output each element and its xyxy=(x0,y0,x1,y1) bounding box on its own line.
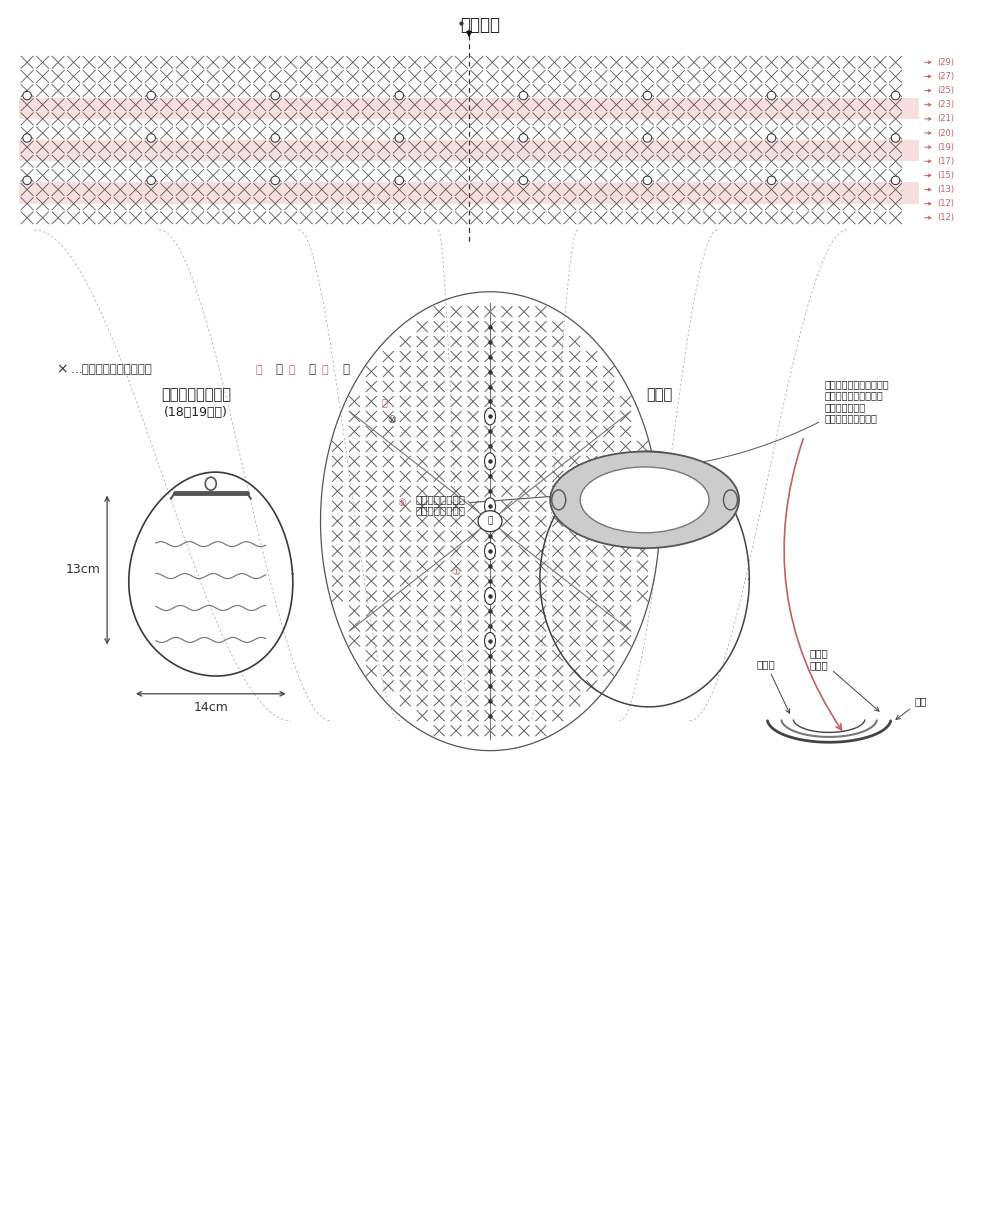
Ellipse shape xyxy=(395,177,404,185)
Ellipse shape xyxy=(485,407,496,424)
Ellipse shape xyxy=(147,92,155,100)
Ellipse shape xyxy=(271,92,279,100)
Text: ×: × xyxy=(56,363,68,376)
Ellipse shape xyxy=(485,453,496,470)
Text: (15): (15) xyxy=(937,170,954,180)
Ellipse shape xyxy=(891,134,900,143)
Text: (17): (17) xyxy=(937,157,954,166)
Text: 口金の溝にボンドを塗り
編み地の端を差し込む
（溝のすきまに
紙ひもを差し込む）: 口金の溝にボンドを塗り 編み地の端を差し込む （溝のすきまに 紙ひもを差し込む） xyxy=(691,378,889,465)
Text: ⑮: ⑮ xyxy=(256,365,262,375)
Ellipse shape xyxy=(23,177,31,185)
Ellipse shape xyxy=(395,92,404,100)
Ellipse shape xyxy=(767,134,776,143)
Ellipse shape xyxy=(891,92,900,100)
Bar xyxy=(19,98,919,118)
Text: 口金: 口金 xyxy=(896,695,927,719)
Ellipse shape xyxy=(643,92,652,100)
Text: (27): (27) xyxy=(937,73,954,81)
Text: (13): (13) xyxy=(937,185,954,193)
Ellipse shape xyxy=(580,467,709,533)
Text: でき上がりサイズ: でき上がりサイズ xyxy=(161,387,231,403)
Text: ）: ） xyxy=(342,363,349,376)
Ellipse shape xyxy=(891,177,900,185)
Text: ①: ① xyxy=(452,567,460,577)
Ellipse shape xyxy=(23,92,31,100)
Ellipse shape xyxy=(643,134,652,143)
Text: 紙ひも: 紙ひも xyxy=(757,659,790,713)
Ellipse shape xyxy=(643,177,652,185)
Bar xyxy=(19,140,919,161)
Text: ・: ・ xyxy=(276,363,283,376)
Ellipse shape xyxy=(147,177,155,185)
Ellipse shape xyxy=(519,134,528,143)
Ellipse shape xyxy=(271,134,279,143)
Ellipse shape xyxy=(767,177,776,185)
Text: 編み地
（裏）: 編み地 （裏） xyxy=(810,648,879,711)
Ellipse shape xyxy=(519,92,528,100)
Ellipse shape xyxy=(478,510,502,532)
Text: (21): (21) xyxy=(937,115,954,123)
Ellipse shape xyxy=(485,543,496,560)
Text: (19): (19) xyxy=(937,143,954,151)
Text: (20): (20) xyxy=(937,128,954,138)
Bar xyxy=(19,183,919,203)
Text: ㉓: ㉓ xyxy=(321,365,328,375)
Text: (18・19共通): (18・19共通) xyxy=(164,406,228,420)
Text: 模様編み: 模様編み xyxy=(460,17,500,34)
Text: 口金の端４ケ所を
ペンチで押さえる: 口金の端４ケ所を ペンチで押さえる xyxy=(415,493,568,516)
Ellipse shape xyxy=(147,134,155,143)
Text: わ: わ xyxy=(487,516,493,526)
Text: (12): (12) xyxy=(937,213,954,222)
Text: ・: ・ xyxy=(309,363,316,376)
Ellipse shape xyxy=(519,177,528,185)
Text: まとめ: まとめ xyxy=(646,387,673,403)
Ellipse shape xyxy=(395,134,404,143)
Text: ⑤: ⑤ xyxy=(397,498,406,508)
Text: (12): (12) xyxy=(937,199,954,208)
Ellipse shape xyxy=(271,177,279,185)
Text: (23): (23) xyxy=(937,100,954,109)
Text: 14cm: 14cm xyxy=(193,701,228,715)
Text: (25): (25) xyxy=(937,86,954,96)
Ellipse shape xyxy=(485,588,496,604)
Ellipse shape xyxy=(550,452,739,548)
Text: ⑪: ⑪ xyxy=(382,397,388,407)
Ellipse shape xyxy=(767,92,776,100)
Text: ⑩: ⑩ xyxy=(387,415,396,424)
Ellipse shape xyxy=(23,134,31,143)
Ellipse shape xyxy=(584,469,705,531)
Text: 13cm: 13cm xyxy=(66,563,101,577)
Ellipse shape xyxy=(485,498,496,515)
Text: …こま編みのすじ編み（: …こま編みのすじ編み（ xyxy=(70,363,152,376)
Ellipse shape xyxy=(485,632,496,649)
Text: (29): (29) xyxy=(937,58,954,66)
Text: ⑲: ⑲ xyxy=(289,365,295,375)
